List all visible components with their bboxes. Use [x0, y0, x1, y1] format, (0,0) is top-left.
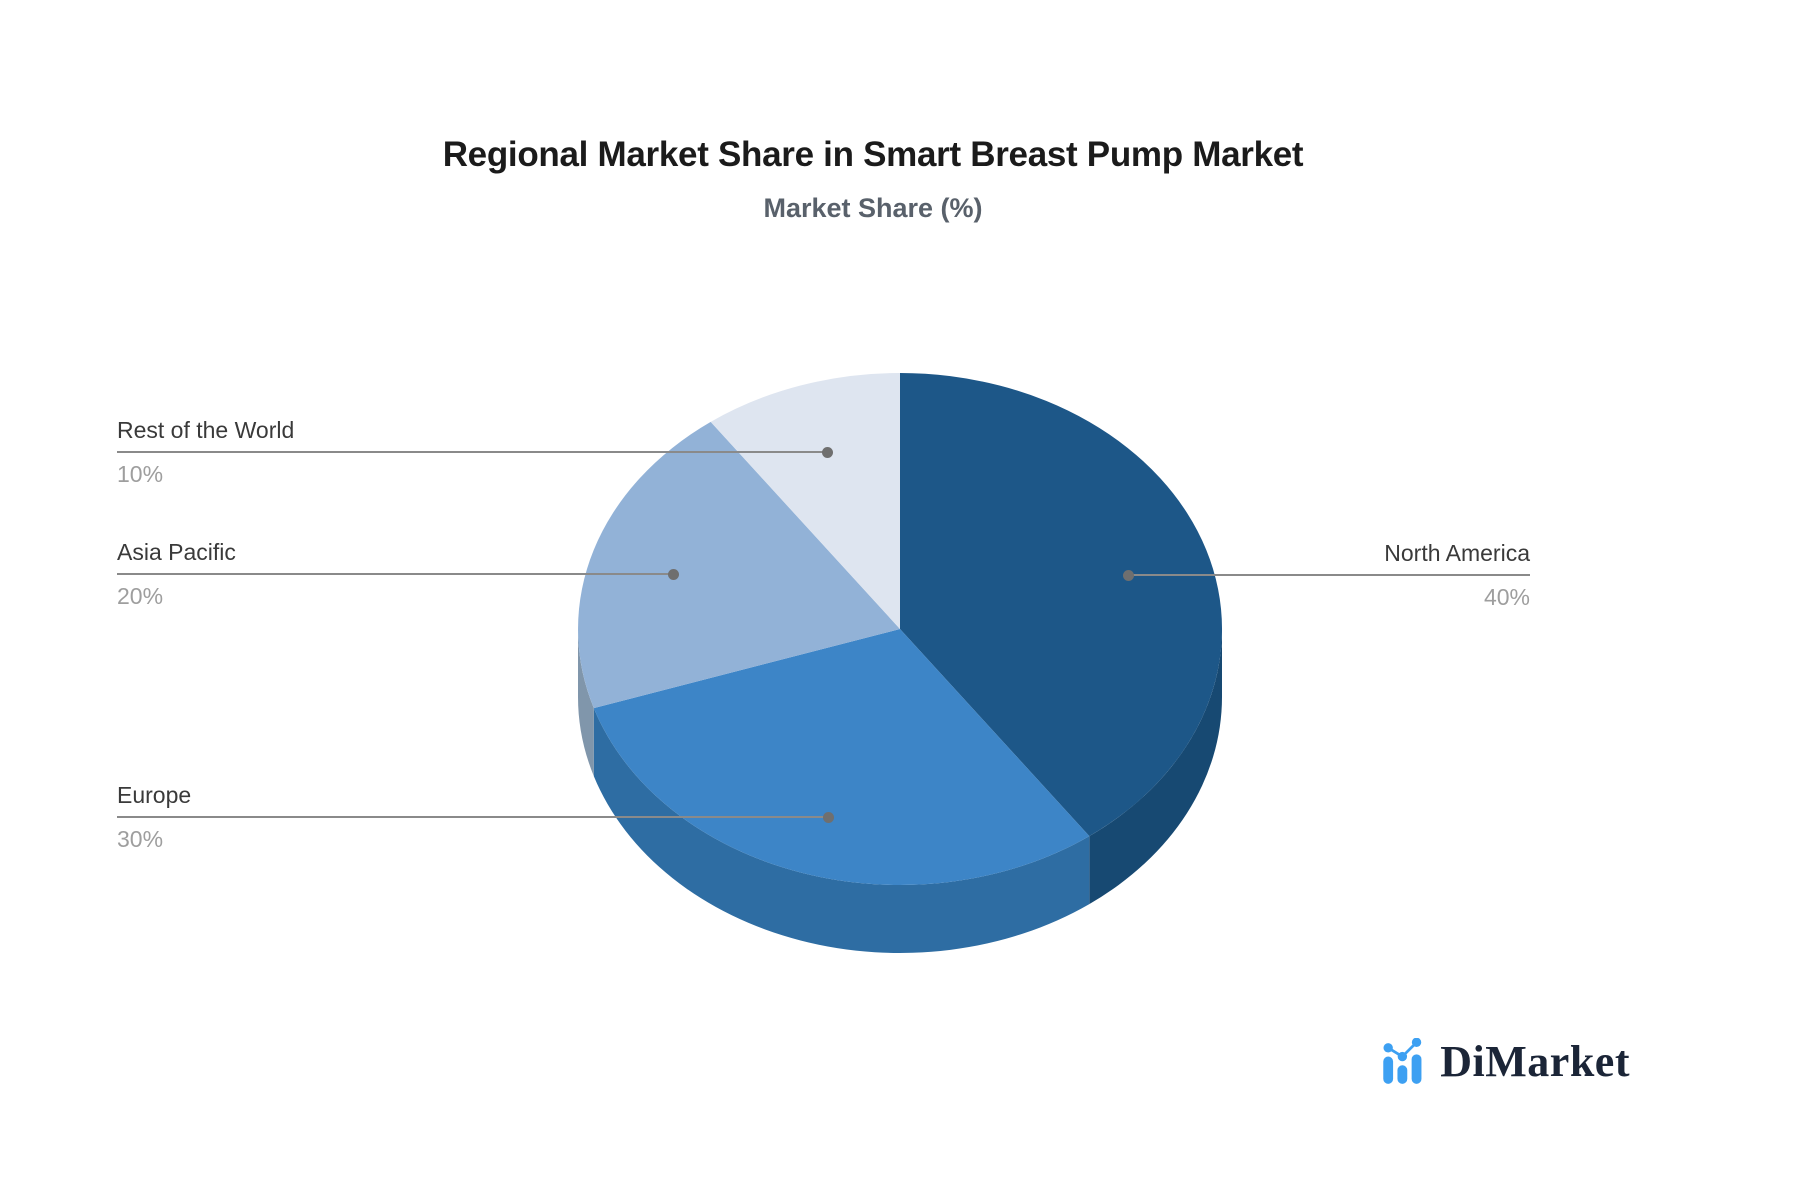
pie-slice-side-asia-pacific — [578, 629, 594, 777]
leader-line-north-america — [1128, 574, 1530, 576]
leader-dot-rest-of-the-world — [821, 446, 833, 458]
pie-slice-asia-pacific[interactable] — [578, 421, 900, 709]
slice-label-rest-of-the-world: Rest of the World — [117, 417, 295, 443]
brand-logo: DiMarket — [1382, 1036, 1630, 1088]
slice-label-europe: Europe — [117, 782, 192, 808]
slice-value-rest-of-the-world: 10% — [117, 461, 164, 487]
pie-slice-side-europe — [593, 708, 1090, 953]
leader-line-rest-of-the-world — [117, 451, 827, 453]
slice-value-north-america: 40% — [1483, 584, 1530, 610]
leader-dot-north-america — [1122, 569, 1134, 581]
leader-dot-asia-pacific — [667, 568, 679, 580]
chart-title: Regional Market Share in Smart Breast Pu… — [442, 135, 1304, 174]
slice-value-europe: 30% — [117, 826, 164, 852]
slice-label-asia-pacific: Asia Pacific — [117, 539, 236, 565]
bar-line-chart-icon — [1383, 1038, 1422, 1084]
pie-slice-rest-of-the-world[interactable] — [710, 373, 900, 629]
chart-subtitle: Market Share (%) — [763, 193, 983, 223]
slice-label-north-america: North America — [1384, 540, 1530, 566]
pie-slice-north-america[interactable] — [900, 373, 1223, 837]
leader-line-europe — [117, 816, 828, 818]
slice-value-asia-pacific: 20% — [117, 583, 164, 609]
leader-dot-europe — [822, 811, 834, 823]
pie-slice-side-north-america — [1089, 629, 1222, 905]
leader-line-asia-pacific — [117, 573, 673, 575]
pie-slice-europe[interactable] — [593, 629, 1090, 885]
brand-name: DiMarket — [1440, 1037, 1630, 1086]
